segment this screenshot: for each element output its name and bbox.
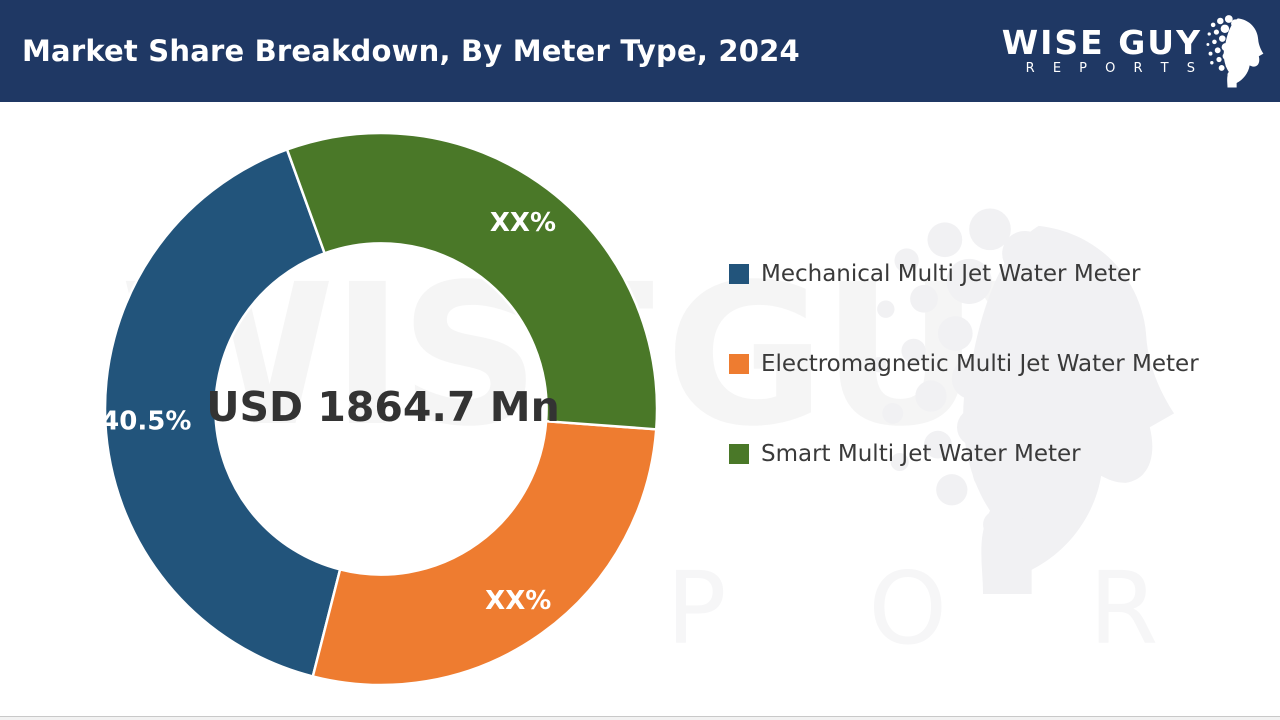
slice-label-0: 40.5% [101, 407, 191, 437]
legend-label: Electromagnetic Multi Jet Water Meter [761, 351, 1199, 377]
legend-swatch-icon [729, 444, 749, 464]
bottom-divider [0, 716, 1280, 717]
legend-swatch-icon [729, 264, 749, 284]
chart-center-value: USD 1864.7 Mn [206, 383, 560, 431]
legend-swatch-icon [729, 354, 749, 374]
slice-label-2: XX% [490, 208, 556, 238]
legend-item-1: Electromagnetic Multi Jet Water Meter [729, 349, 1199, 379]
brand-subtitle: R E P O R T S [1025, 61, 1202, 77]
brand-logo-text: WISE GUY R E P O R T S [1001, 22, 1202, 77]
donut-slice-0 [103, 147, 342, 678]
donut-slice-2 [285, 131, 659, 431]
slice-label-1: XX% [485, 586, 551, 616]
header: Market Share Breakdown, By Meter Type, 2… [0, 0, 1280, 102]
legend-item-0: Mechanical Multi Jet Water Meter [729, 259, 1140, 289]
brand-name: WISE GUY [1001, 22, 1202, 62]
legend-label: Smart Multi Jet Water Meter [761, 441, 1081, 467]
wiseguy-face-icon [1206, 15, 1264, 88]
legend-item-2: Smart Multi Jet Water Meter [729, 439, 1081, 469]
bottom-strip [0, 717, 1280, 720]
donut-slice-1 [311, 419, 658, 687]
page-title: Market Share Breakdown, By Meter Type, 2… [22, 34, 800, 68]
legend-label: Mechanical Multi Jet Water Meter [761, 261, 1141, 287]
brand-logo: WISE GUY R E P O R T S [1002, 13, 1266, 89]
donut-chart: 40.5% XX% XX% [101, 131, 659, 687]
